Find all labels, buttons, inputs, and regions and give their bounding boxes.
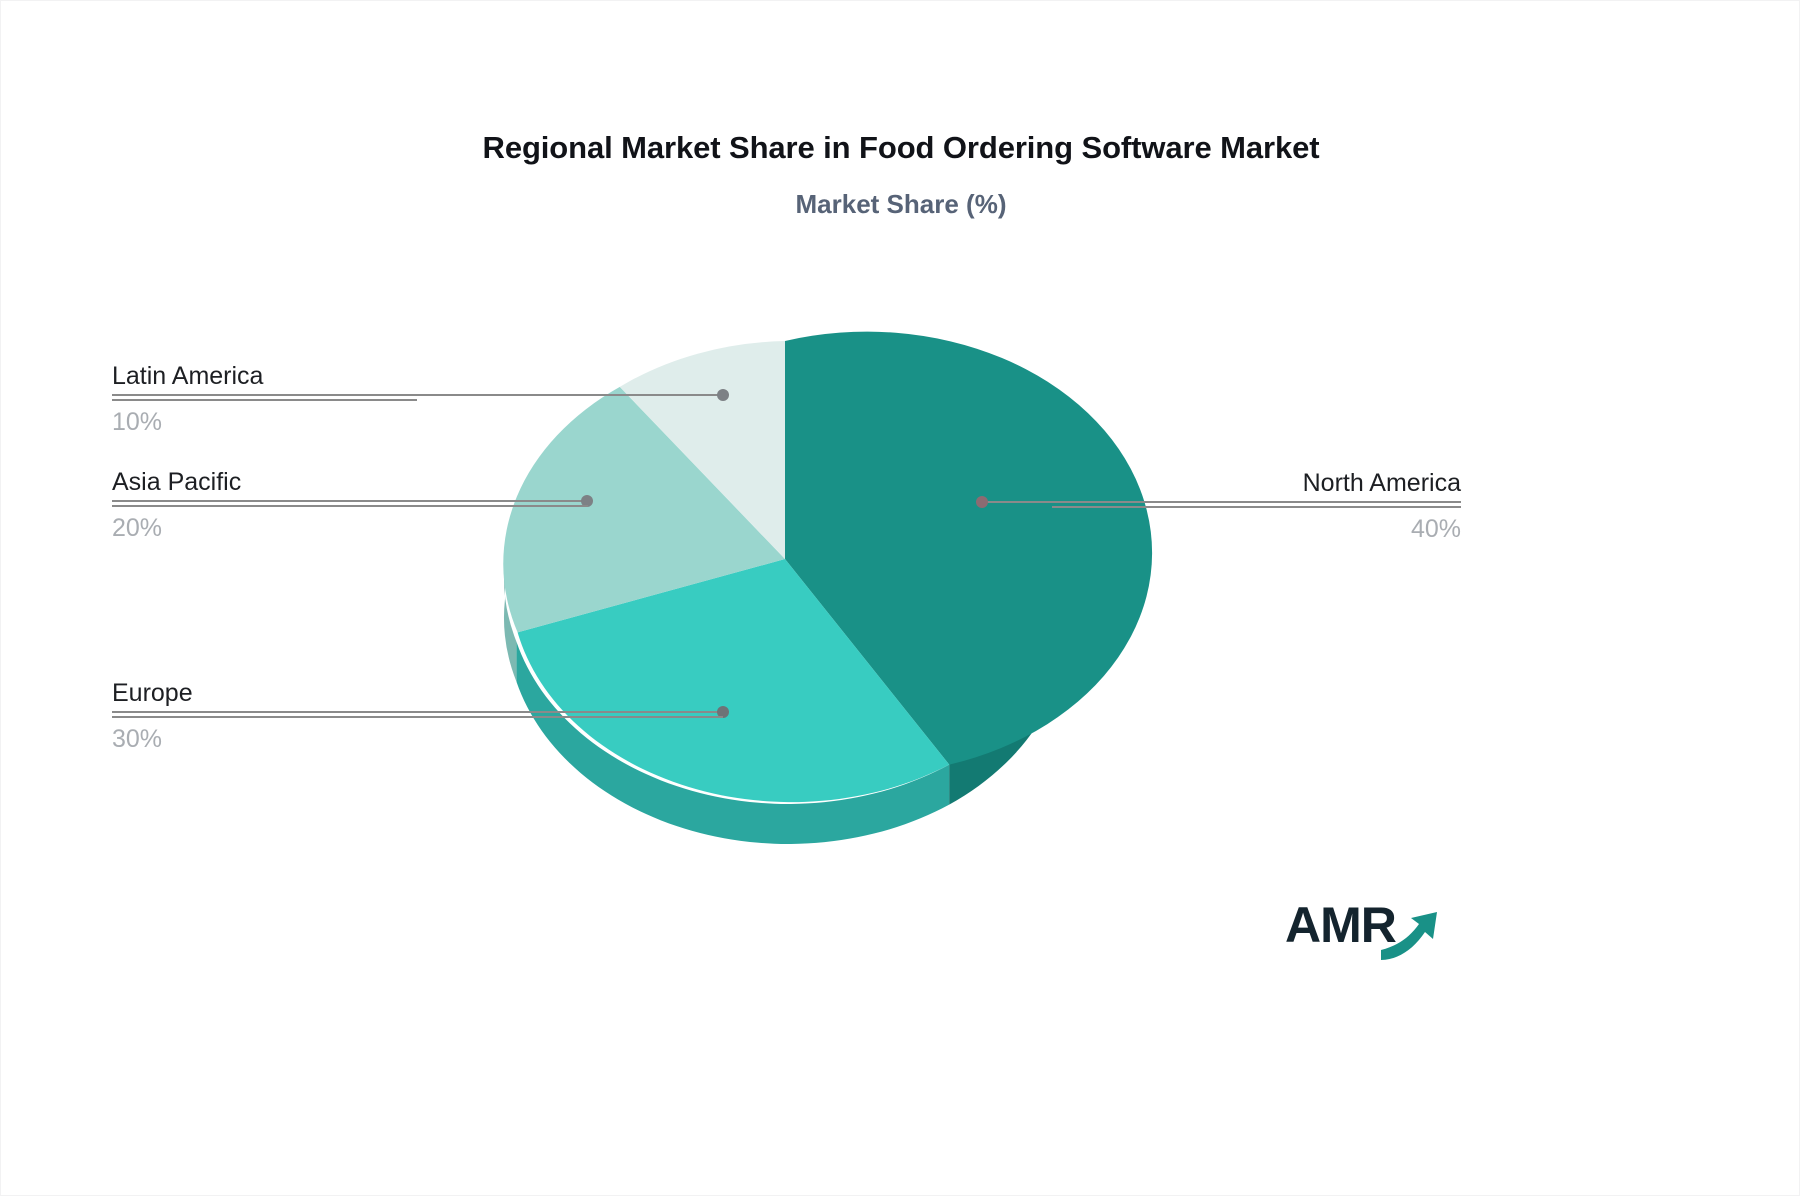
pie-depth-north-america (949, 559, 1068, 805)
callout-europe: Europe 30% (112, 678, 723, 756)
callout-rule-europe (112, 716, 723, 719)
pie-slice-north-america (785, 331, 1153, 765)
amr-logo-arrow-icon (1381, 912, 1437, 960)
callout-value-latin-america: 10% (112, 408, 163, 437)
callout-label-north-america: North America (1302, 469, 1461, 497)
leader-dot-latin-america (717, 389, 729, 401)
callout-latin-america: Latin America 10% (112, 361, 417, 439)
chart-subtitle: Market Share (%) (795, 189, 1007, 220)
callout-asia-pacific: Asia Pacific 20% (112, 467, 588, 545)
pie-slice-latin-america (619, 341, 785, 559)
callout-value-europe: 30% (112, 725, 163, 754)
callout-label-latin-america: Latin America (112, 362, 264, 390)
chart-title: Regional Market Share in Food Ordering S… (482, 130, 1320, 165)
callout-value-north-america: 40% (1410, 515, 1461, 544)
pie-depth-asia-pacific (503, 559, 517, 683)
chart-header: Regional Market Share in Food Ordering S… (1, 129, 1800, 220)
callout-label-asia-pacific: Asia Pacific (112, 468, 242, 496)
amr-logo-svg: AMR (1285, 897, 1437, 960)
callout-north-america: North America 40% (1052, 468, 1461, 546)
callout-rule-asia-pacific (112, 505, 588, 508)
callout-rule-latin-america (112, 399, 417, 402)
amr-logo: AMR (1285, 894, 1445, 966)
leader-dot-north-america (976, 496, 988, 508)
amr-logo-wordmark: AMR (1285, 897, 1397, 953)
callout-rule-north-america (1052, 506, 1461, 509)
callout-label-europe: Europe (112, 679, 193, 707)
callout-value-asia-pacific: 20% (112, 514, 163, 543)
